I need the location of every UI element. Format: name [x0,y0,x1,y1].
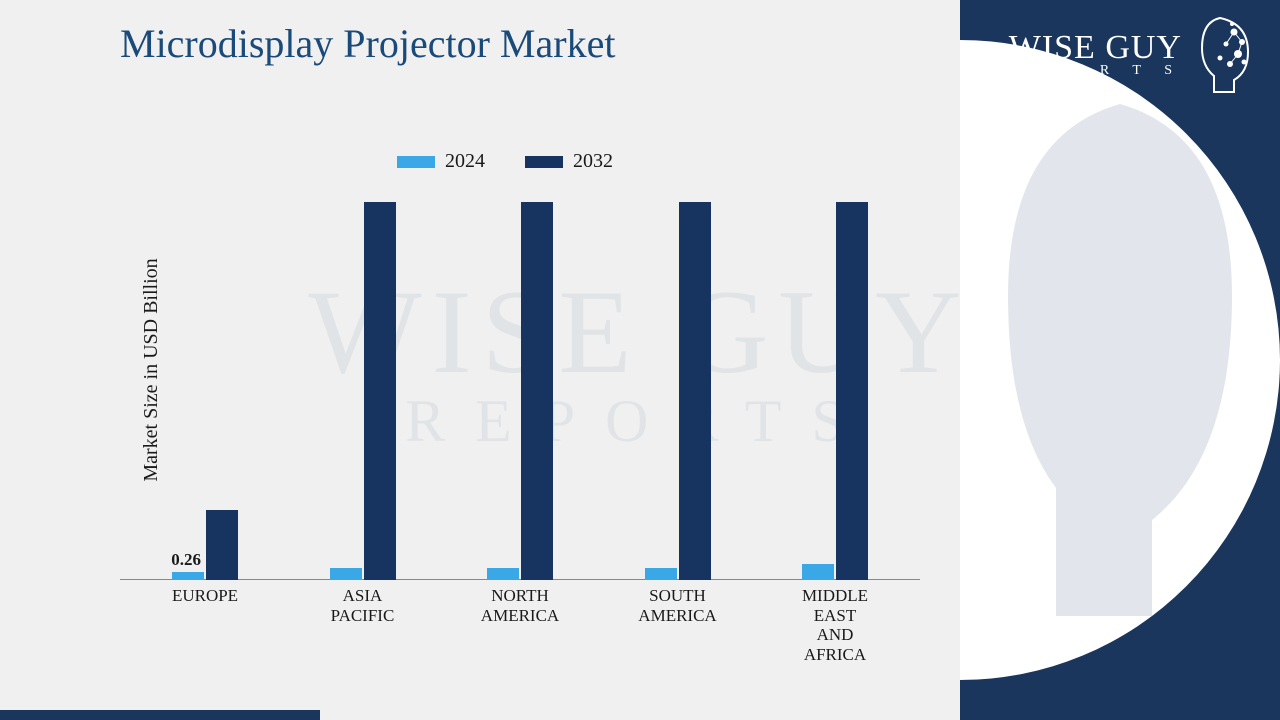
legend-item-2024: 2024 [397,150,485,173]
bar-pair [330,202,396,580]
bar-pair [645,202,711,580]
bar-group: SOUTHAMERICA [603,190,753,580]
category-label: SOUTHAMERICA [608,586,748,625]
category-label: EUROPE [135,586,275,606]
chart-area: Market Size in USD Billion 2024 2032 0.2… [90,160,920,580]
bar-pair [802,202,868,580]
bar-2024 [645,568,677,580]
bar-groups: 0.26EUROPEASIAPACIFICNORTHAMERICASOUTHAM… [120,190,920,580]
logo-main: WISE GUY [1009,29,1182,67]
plot: 0.26EUROPEASIAPACIFICNORTHAMERICASOUTHAM… [120,190,920,580]
bar-2032 [836,202,868,580]
category-label: MIDDLEEASTANDAFRICA [765,586,905,664]
bar-pair [487,202,553,580]
logo: WISE GUY R E P O R T S [971,14,1260,94]
bar-2024 [330,568,362,580]
bar-2024 [487,568,519,580]
bar-group: 0.26EUROPE [130,190,280,580]
bar-2032 [364,202,396,580]
bar-group: ASIAPACIFIC [288,190,438,580]
legend-item-2032: 2032 [525,150,613,173]
bottom-accent [0,710,320,720]
category-label: NORTHAMERICA [450,586,590,625]
bar-2032 [206,510,238,580]
category-label: ASIAPACIFIC [293,586,433,625]
bar-2024 [802,564,834,580]
bar-group: NORTHAMERICA [445,190,595,580]
bar-2032 [679,202,711,580]
legend-swatch-2024 [397,156,435,168]
legend-swatch-2032 [525,156,563,168]
legend-label-2024: 2024 [445,150,485,173]
bar-group: MIDDLEEASTANDAFRICA [760,190,910,580]
value-label: 0.26 [171,550,201,570]
logo-text: WISE GUY R E P O R T S [971,29,1182,79]
head-icon [1190,14,1260,94]
bar-2024 [172,572,204,580]
logo-sub: R E P O R T S [971,63,1182,79]
legend-label-2032: 2032 [573,150,613,173]
bar-2032 [521,202,553,580]
chart-stage: WISE GUY REPORTS WISE GUY R E P O R T S … [0,0,1280,720]
legend: 2024 2032 [397,150,613,173]
chart-title: Microdisplay Projector Market [120,20,615,67]
